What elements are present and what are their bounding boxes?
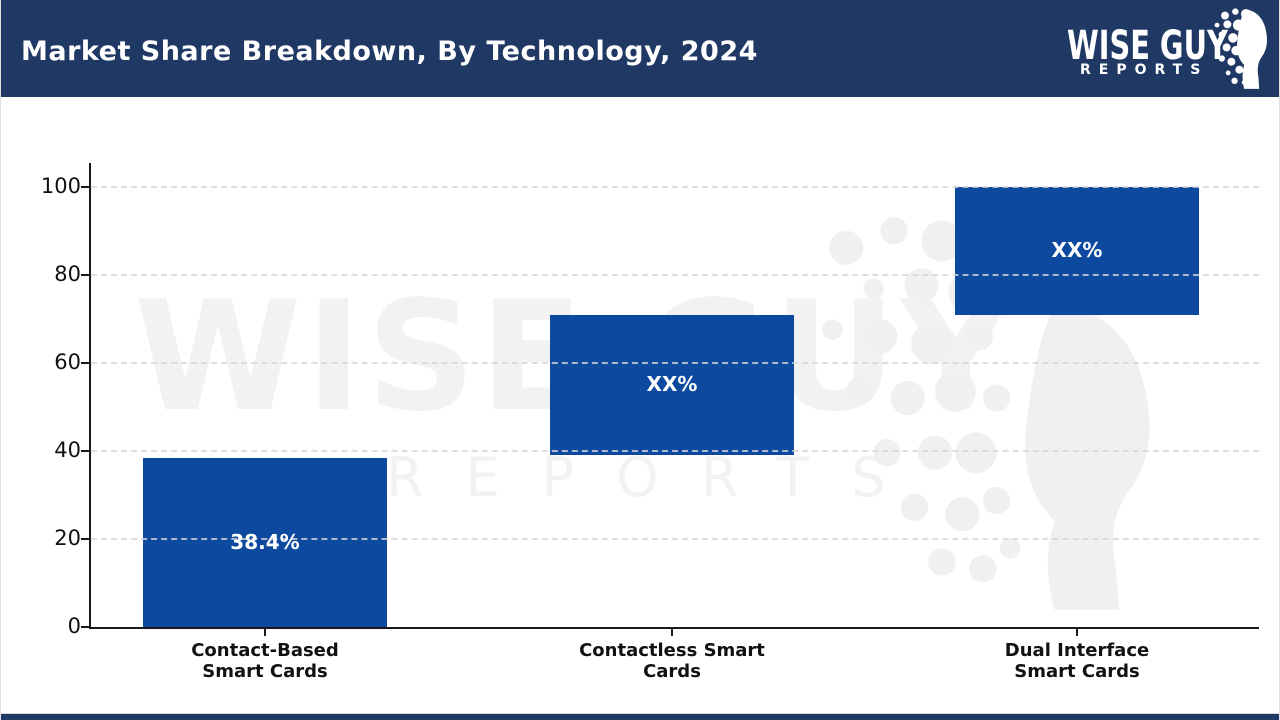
watermark-tagline: REPORTS [386, 446, 928, 509]
header-banner: Market Share Breakdown, By Technology, 2… [1, 0, 1279, 97]
y-tick-label-60: 60 [54, 350, 81, 374]
watermark-face-dots-icon [822, 213, 1150, 610]
x-category-label: Dual Interface Smart Cards [1004, 640, 1150, 682]
y-tick-mark-100 [81, 186, 89, 188]
y-tick-label-20: 20 [54, 526, 81, 550]
y-tick-mark-80 [81, 274, 89, 276]
face-profile-dots-icon [1209, 8, 1268, 89]
x-tick-mark [1076, 629, 1078, 636]
chart-title: Market Share Breakdown, By Technology, 2… [21, 36, 758, 67]
y-tick-label-0: 0 [67, 614, 81, 638]
y-tick-label-40: 40 [54, 438, 81, 462]
x-axis-line [89, 627, 1259, 629]
bar-value-label: XX% [1051, 237, 1103, 262]
y-axis-line [89, 163, 91, 628]
footer-divider [1, 713, 1279, 714]
bar-segment [955, 187, 1199, 315]
gridline-60 [91, 362, 1259, 364]
gridline-80 [91, 274, 1259, 276]
footer-accent-bar [1, 714, 1279, 720]
y-tick-mark-20 [81, 538, 89, 540]
x-category-label: Contactless Smart Cards [579, 640, 765, 682]
logo-wordmark: WISE GUY [1067, 23, 1228, 69]
bar-segment [550, 314, 794, 456]
x-tick-mark [264, 629, 266, 636]
bar-value-label: 38.4% [230, 529, 300, 554]
y-tick-mark-0 [81, 626, 89, 628]
gridline-40 [91, 450, 1259, 452]
wise-guy-reports-logo: WISE GUY REPORTS [1025, 0, 1275, 97]
x-category-label: Contact-Based Smart Cards [191, 640, 339, 682]
y-tick-mark-40 [81, 450, 89, 452]
y-tick-label-100: 100 [40, 174, 81, 198]
gridline-100 [91, 186, 1259, 188]
y-tick-label-80: 80 [54, 262, 81, 286]
bar-segment [143, 458, 387, 627]
logo-tagline: REPORTS [1080, 62, 1209, 78]
y-tick-mark-60 [81, 362, 89, 364]
gridline-20 [91, 538, 1259, 540]
x-tick-mark [671, 629, 673, 636]
bar-value-label: XX% [646, 372, 698, 396]
